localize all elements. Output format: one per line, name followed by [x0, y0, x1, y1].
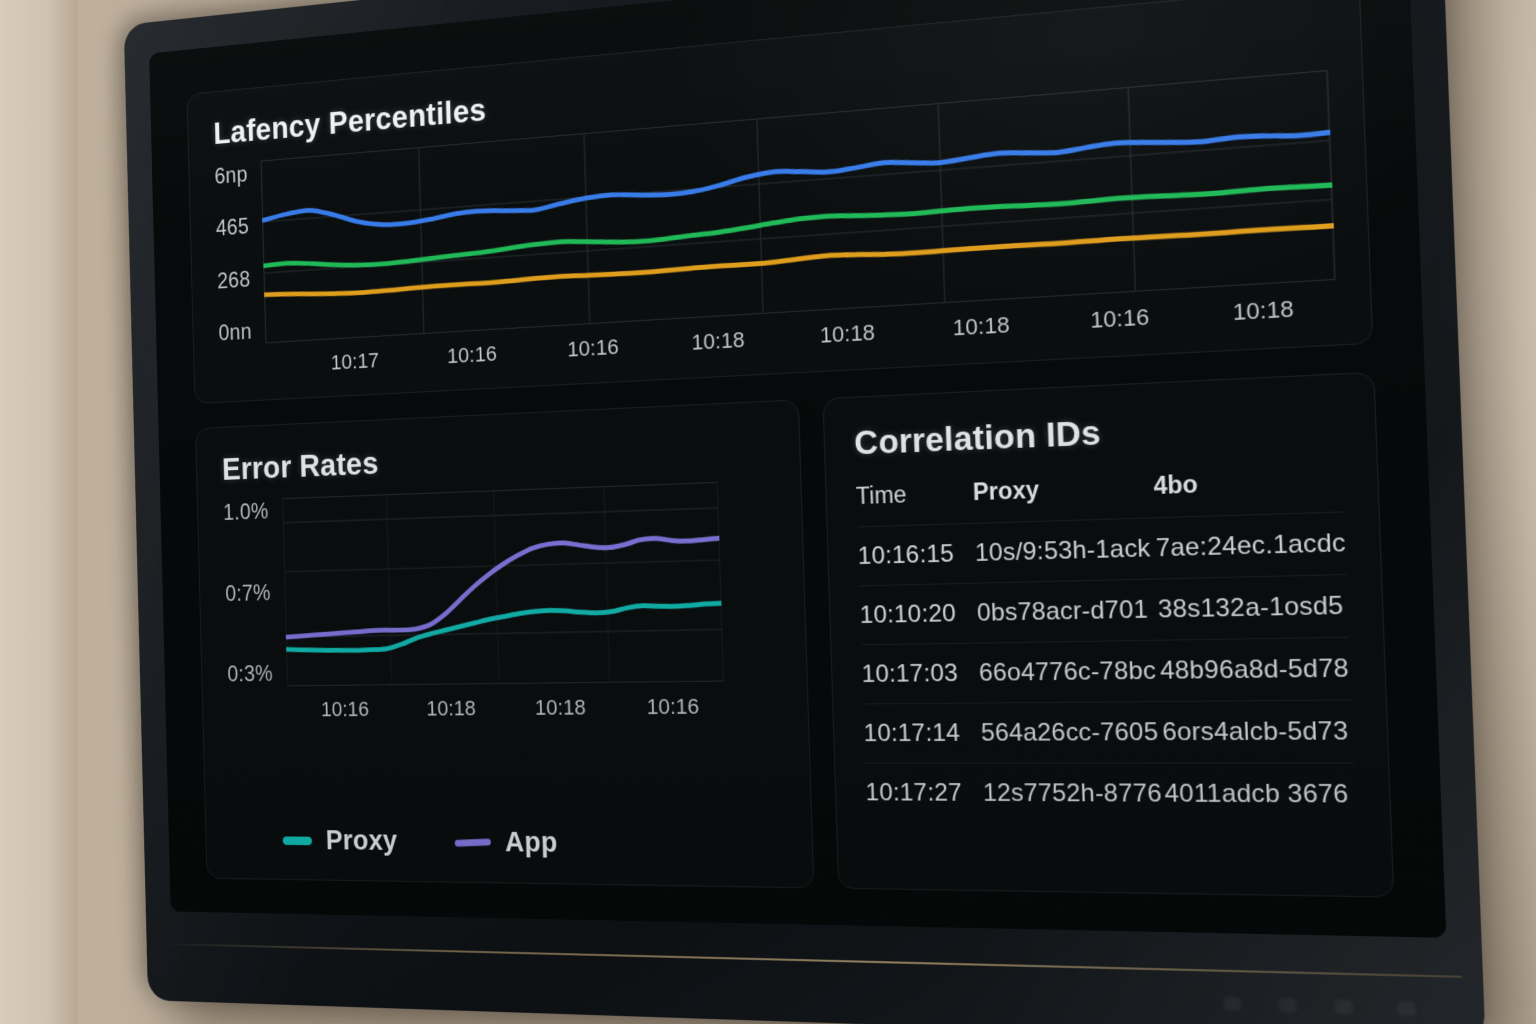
x-tick-label: 10:18	[426, 695, 477, 721]
computer-monitor: Lafency Percentiles 6np 465 268 0nn 10:17 10…	[123, 0, 1486, 1024]
latency-panel-title: Lafency Percentiles	[213, 91, 487, 151]
error-rates-plot-area	[282, 482, 724, 686]
x-tick-label: 10:16	[1089, 303, 1150, 334]
correlation-header-row: Time Proxy 4bo	[855, 459, 1344, 527]
bezel-bottom-edge	[161, 942, 1462, 978]
cell-time: 10:10:20	[858, 583, 978, 645]
cell-app: 4011adcb 3676	[1163, 762, 1357, 826]
monitor-button-2[interactable]	[1278, 998, 1297, 1013]
monitor-button-3[interactable]	[1334, 999, 1354, 1015]
y-tick-label: 0:7%	[224, 579, 272, 606]
monitor-power-button[interactable]	[1397, 1001, 1417, 1017]
legend-swatch-icon	[282, 836, 313, 846]
x-tick-label: 10:17	[330, 348, 380, 375]
correlation-ids-table: Time Proxy 4bo 10:16:15 10s/9:53h-1ack 7ae…	[855, 459, 1357, 826]
monitor-screen: Lafency Percentiles 6np 465 268 0nn 10:17 10…	[149, 0, 1447, 938]
legend-line-icon	[454, 838, 491, 847]
cell-proxy: 10s/9:53h-1ack	[973, 517, 1157, 584]
cell-proxy: 0bs78acr-d701	[975, 578, 1160, 644]
latency-percentiles-card: Lafency Percentiles 6np 465 268 0nn 10:17 10…	[186, 0, 1374, 405]
cell-time: 10:17:14	[862, 702, 982, 764]
x-tick-label: 10:18	[534, 694, 587, 720]
cell-app: 38s132a-1osd5	[1156, 574, 1350, 641]
cell-proxy: 12s7752h-8776	[981, 762, 1166, 824]
legend-label: App	[504, 826, 558, 859]
dashboard: Lafency Percentiles 6np 465 268 0nn 10:17 10…	[149, 0, 1447, 938]
cell-time: 10:17:03	[860, 643, 980, 704]
cell-app: 6ors4alcb-5d73	[1161, 700, 1354, 763]
x-tick-label: 10:16	[320, 696, 370, 722]
table-row[interactable]: 10:16:15 10s/9:53h-1ack 7ae:24ec.1acdc	[857, 511, 1347, 586]
monitor-button-1[interactable]	[1223, 996, 1242, 1011]
x-tick-label: 10:18	[691, 326, 745, 355]
cell-proxy: 66o4776c-78bc	[977, 640, 1162, 703]
error-rates-legend: Proxy App	[231, 808, 783, 865]
x-tick-label: 10:18	[952, 311, 1010, 341]
correlation-table-body: 10:16:15 10s/9:53h-1ack 7ae:24ec.1acdc 10:1…	[857, 511, 1357, 826]
x-tick-label: 10:18	[1232, 295, 1295, 326]
cell-proxy: 564a26cc-7605	[979, 701, 1164, 764]
error-rates-x-axis-labels: 10:16 10:18 10:18 10:16	[228, 681, 731, 722]
cell-app: 48b96a8d-5d78	[1159, 637, 1352, 702]
legend-item[interactable]: Proxy	[282, 825, 398, 858]
cell-time: 10:17:27	[864, 763, 984, 823]
x-tick-label: 10:16	[646, 693, 700, 720]
table-row[interactable]: 10:17:14 564a26cc-7605 6ors4alcb-5d73	[862, 700, 1354, 764]
y-tick-label: 268	[216, 266, 251, 293]
error-rates-chart: 1.0% 0:7% 0:3%	[223, 480, 777, 687]
table-row[interactable]: 10:17:03 66o4776c-78bc 48b96a8d-5d78	[860, 637, 1352, 704]
legend-label: Proxy	[325, 825, 398, 857]
correlation-panel-title: Correlation IDs	[853, 413, 1102, 462]
y-tick-label: 1.0%	[222, 498, 269, 525]
error-rates-line-chart-svg	[282, 482, 724, 686]
wall-left-edge	[0, 0, 78, 1024]
error-rates-panel-title: Error Rates	[221, 445, 379, 487]
dashboard-bottom-row: Error Rates 1.0% 0:7% 0:3% 10:16 10:18 10:18…	[195, 371, 1395, 898]
column-header-time[interactable]: Time	[855, 480, 907, 510]
error-rates-card: Error Rates 1.0% 0:7% 0:3% 10:16 10:18 10:18…	[195, 399, 814, 889]
column-header-app[interactable]: 4bo	[1153, 470, 1199, 500]
cell-app: 7ae:24ec.1acdc	[1154, 511, 1347, 579]
y-tick-label: 6np	[214, 161, 248, 189]
x-tick-label: 10:16	[567, 334, 619, 362]
table-row[interactable]: 10:17:27 12s7752h-8776 4011adcb 3676	[864, 762, 1357, 826]
x-tick-label: 10:16	[446, 341, 498, 369]
y-tick-label: 465	[215, 214, 250, 241]
table-row[interactable]: 10:10:20 0bs78acr-d701 38s132a-1osd5	[858, 574, 1350, 645]
correlation-table-head: Time Proxy 4bo	[855, 459, 1344, 527]
column-header-proxy[interactable]: Proxy	[972, 476, 1040, 506]
y-tick-label: 0:3%	[227, 661, 274, 687]
latency-y-axis-labels: 6np 465 268 0nn	[214, 161, 265, 347]
error-rates-y-axis-labels: 1.0% 0:7% 0:3%	[223, 498, 287, 687]
correlation-ids-card: Correlation IDs Time Proxy 4bo 10:16:15 1…	[822, 371, 1395, 898]
cell-time: 10:16:15	[857, 523, 976, 586]
y-tick-label: 0nn	[218, 318, 253, 346]
legend-item[interactable]: App	[454, 826, 558, 859]
x-tick-label: 10:18	[819, 319, 876, 348]
